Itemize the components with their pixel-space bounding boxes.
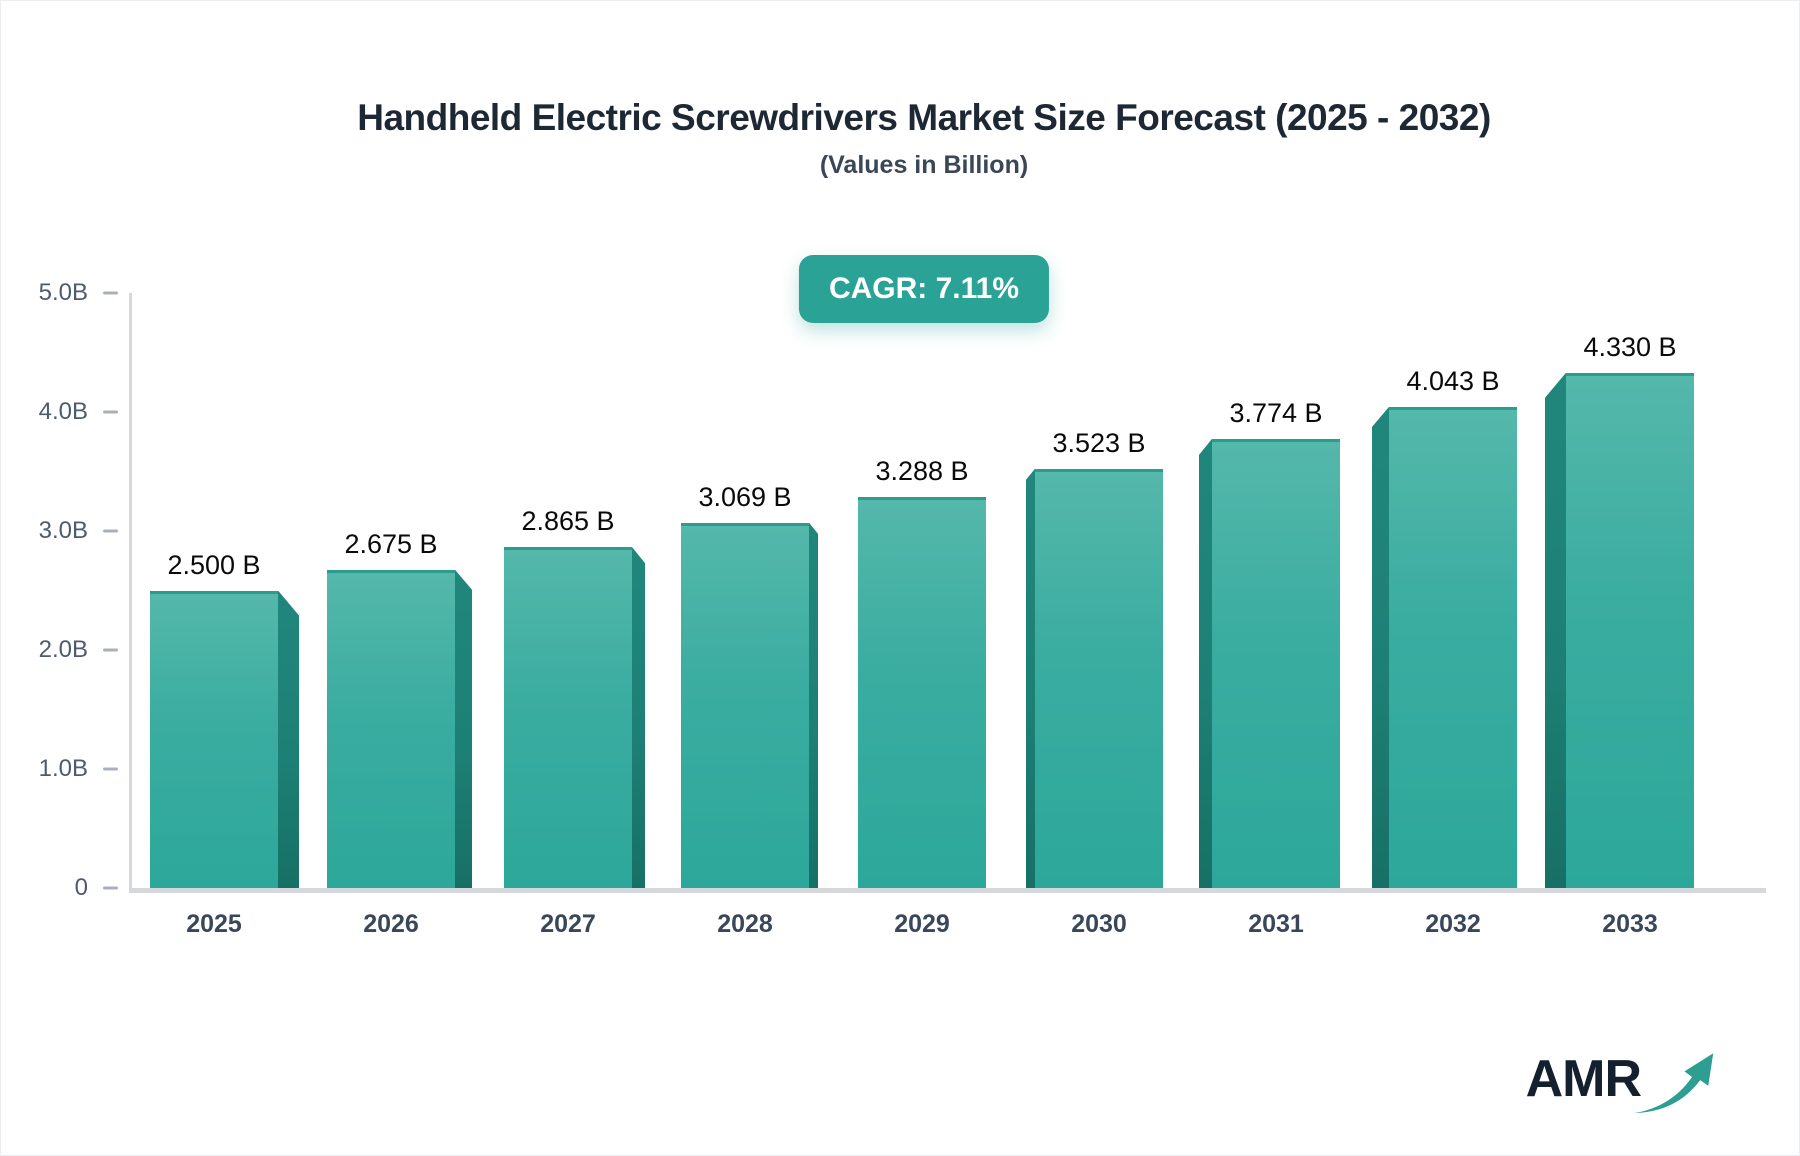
chart-subtitle: (Values in Billion) — [819, 151, 1029, 179]
x-axis-label: 2032 — [1425, 910, 1481, 938]
bar-2033: 4.330 B — [1545, 332, 1694, 888]
y-tick-mark — [103, 410, 118, 414]
bar-2026: 2.675 B — [327, 529, 472, 888]
amr-logo-text: AMR — [1525, 1050, 1642, 1108]
y-axis-line — [129, 293, 132, 888]
amr-logo: AMR — [1526, 1041, 1721, 1117]
x-axis-label: 2027 — [540, 910, 596, 938]
y-axis-label: 0 — [74, 874, 88, 901]
bar-2032: 4.043 B — [1372, 366, 1517, 888]
bar-2030: 3.523 B — [1026, 428, 1163, 888]
y-tick-mark — [103, 291, 118, 295]
x-axis-label: 2031 — [1248, 910, 1304, 938]
bar-face — [858, 496, 986, 888]
bar-side-face — [1199, 438, 1212, 888]
bar-face — [504, 547, 632, 888]
bar-side-face — [278, 590, 299, 888]
bar-face — [681, 522, 809, 888]
bar-value-label: 3.288 B — [875, 455, 969, 486]
bar-face — [1389, 406, 1517, 888]
bar-value-label: 2.500 B — [167, 549, 261, 580]
bar-face — [1035, 468, 1163, 888]
bar-2025: 2.500 B — [150, 550, 299, 888]
bar-value-label: 3.774 B — [1229, 397, 1323, 428]
bar-value-label: 3.523 B — [1052, 427, 1146, 458]
bar-2031: 3.774 B — [1199, 398, 1340, 888]
y-axis-label: 3.0B — [38, 517, 88, 544]
chart-title: Handheld Electric Screwdrivers Market Si… — [357, 97, 1491, 138]
bar-value-label: 3.069 B — [698, 481, 792, 512]
y-axis-label: 5.0B — [38, 279, 88, 306]
bar-value-label: 4.043 B — [1406, 365, 1500, 396]
y-tick-mark — [103, 886, 118, 890]
y-axis-label: 4.0B — [38, 398, 88, 425]
bar-side-face — [1545, 372, 1566, 888]
x-axis-label: 2033 — [1602, 910, 1658, 938]
bar-face — [1212, 438, 1340, 888]
bar-value-label: 4.330 B — [1583, 331, 1677, 362]
x-axis-label: 2028 — [717, 910, 773, 938]
bar-face — [150, 590, 278, 888]
x-axis-label: 2030 — [1071, 910, 1127, 938]
y-tick-mark — [103, 648, 118, 652]
x-axis-label: 2025 — [186, 910, 242, 938]
plot-area: 5.0B 4.0B 3.0B 2.0B 1.0B 0 2025 2.500 B 2026 2.67… — [39, 279, 1766, 938]
bar-face — [327, 569, 455, 888]
bar-face — [1566, 372, 1694, 888]
y-axis-label: 1.0B — [38, 755, 88, 782]
bar-value-label: 2.865 B — [521, 506, 615, 537]
bar-side-face — [1372, 406, 1389, 888]
y-tick-mark — [103, 529, 118, 533]
cagr-badge: CAGR: 7.11% — [798, 255, 1050, 323]
bar-side-face — [455, 569, 472, 888]
bar-side-face — [632, 547, 645, 888]
x-axis-label: 2029 — [894, 910, 950, 938]
bar-2029: 3.288 B — [858, 456, 986, 888]
bar-2028: 3.069 B — [681, 482, 818, 888]
y-tick-mark — [103, 767, 118, 771]
x-axis-line — [129, 888, 1766, 893]
bar-side-face — [809, 522, 818, 888]
x-axis-label: 2026 — [363, 910, 419, 938]
bar-2027: 2.865 B — [504, 506, 645, 888]
growth-arrow-icon — [1633, 1053, 1714, 1114]
bar-value-label: 2.675 B — [344, 528, 438, 559]
y-axis-label: 2.0B — [38, 636, 88, 663]
bar-side-face — [1026, 468, 1035, 888]
